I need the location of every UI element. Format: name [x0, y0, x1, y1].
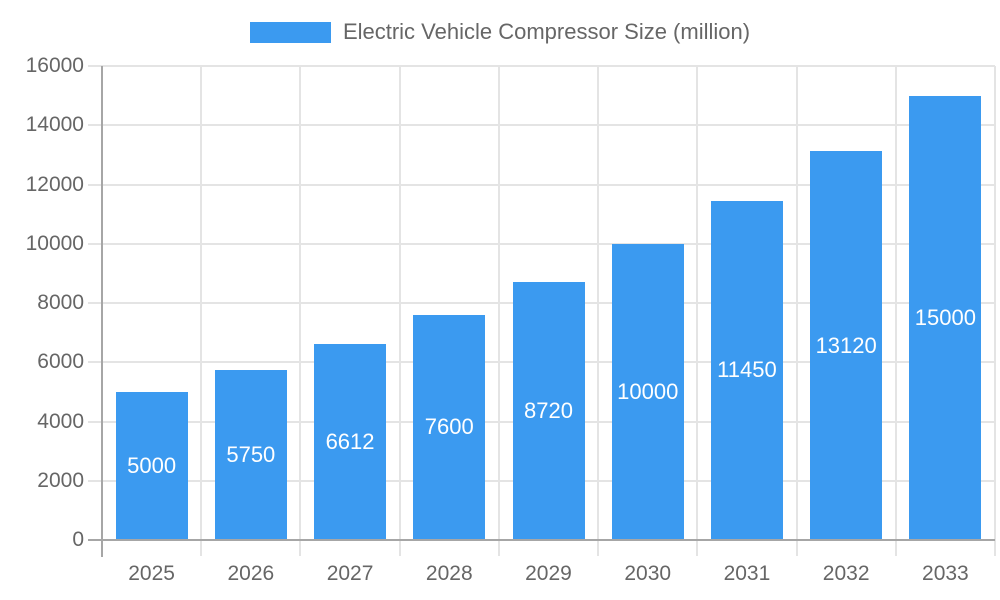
- bar-2025[interactable]: [115, 391, 188, 540]
- y-gridline: [88, 65, 995, 67]
- bar-value-label: 7600: [424, 414, 474, 440]
- bar-value-label: 5000: [127, 452, 177, 478]
- x-gridline: [398, 66, 401, 556]
- x-gridline: [696, 66, 699, 556]
- bar-2031[interactable]: [710, 200, 783, 540]
- x-tick-label: 2028: [425, 562, 473, 585]
- bar-2026[interactable]: [214, 369, 287, 540]
- y-tick-label: 8000: [37, 291, 84, 314]
- y-tick-label: 0: [72, 528, 84, 551]
- x-tick-label: 2031: [723, 562, 771, 585]
- x-gridline: [597, 66, 600, 556]
- y-tick-label: 6000: [37, 350, 84, 374]
- legend-label: Electric Vehicle Compressor Size (millio…: [342, 19, 751, 44]
- x-axis-line: [88, 539, 995, 541]
- x-gridline: [795, 66, 798, 556]
- x-tick-label: 2032: [822, 562, 870, 585]
- chart-legend-item[interactable]: Electric Vehicle Compressor Size (millio…: [0, 21, 1000, 43]
- y-tick-label: 12000: [25, 172, 84, 196]
- bar-2032[interactable]: [810, 151, 883, 540]
- x-gridline: [299, 66, 302, 556]
- bar-2027[interactable]: [314, 344, 387, 540]
- bar-value-label: 8720: [524, 397, 573, 423]
- x-tick-label: 2029: [525, 562, 572, 585]
- x-gridline: [894, 66, 897, 556]
- y-gridline: [88, 124, 995, 127]
- x-tick-label: 2026: [227, 562, 275, 585]
- bar-2028[interactable]: [413, 314, 486, 540]
- y-tick-label: 2000: [37, 468, 84, 492]
- bar-value-label: 11450: [717, 357, 777, 383]
- y-tick-label: 14000: [25, 113, 84, 137]
- x-tick-label: 2033: [922, 562, 969, 585]
- x-tick-label: 2027: [326, 562, 374, 585]
- x-gridline: [200, 66, 203, 556]
- bar-2029[interactable]: [512, 281, 585, 540]
- bar-value-label: 10000: [617, 378, 679, 404]
- x-gridline: [497, 66, 500, 556]
- y-tick-label: 16000: [25, 54, 84, 77]
- x-tick-label: 2030: [624, 562, 672, 585]
- bar-value-label: 15000: [914, 304, 976, 330]
- legend-swatch: [249, 21, 331, 43]
- y-axis-line: [101, 66, 103, 557]
- bar-value-label: 6612: [325, 429, 375, 455]
- x-tick-label: 2025: [128, 562, 175, 585]
- y-tick-label: 10000: [25, 231, 84, 255]
- y-gridline: [88, 183, 995, 186]
- x-gridline: [994, 66, 996, 556]
- bar-value-label: 13120: [815, 332, 877, 358]
- bar-value-label: 5750: [226, 441, 276, 467]
- bar-2033[interactable]: [909, 95, 982, 540]
- y-gridline: [88, 242, 995, 245]
- y-tick-label: 4000: [37, 409, 84, 433]
- bar-2030[interactable]: [611, 243, 684, 540]
